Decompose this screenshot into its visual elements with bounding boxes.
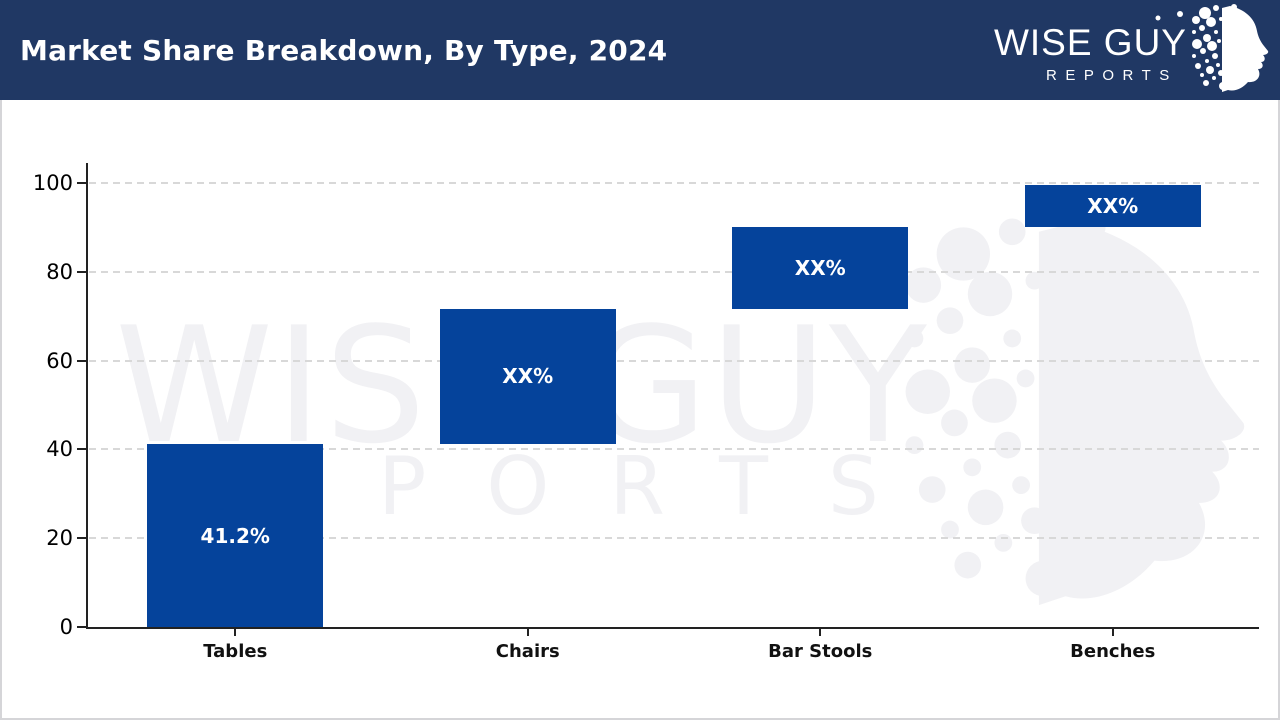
waterfall-chart: 41.2% Tables XX% Chairs XX% Bar Stools XX% Benc…	[2, 100, 1278, 718]
gridline-60	[89, 359, 1259, 362]
bar-value-label: XX%	[502, 364, 554, 389]
y-tick-100	[77, 182, 86, 184]
logo-subtext: REPORTS	[1046, 67, 1178, 84]
x-tick-bar-stools	[819, 627, 822, 636]
y-axis-label-40: 40	[46, 437, 73, 462]
x-axis-label-tables: Tables	[203, 641, 268, 662]
gridline-100	[89, 182, 1259, 184]
y-tick-0	[77, 626, 86, 628]
bar-bar-stools: XX%	[732, 227, 909, 309]
x-axis-label-benches: Benches	[1070, 641, 1156, 662]
y-axis-label-60: 60	[46, 348, 73, 373]
bar-chairs: XX%	[439, 308, 616, 445]
bar-benches: XX%	[1024, 185, 1201, 228]
logo-head-icon	[1155, 4, 1269, 92]
chart-canvas: WISE GUY REPORTS 41.2% Tables XX% Chairs XX%…	[0, 100, 1280, 720]
gridline-40	[89, 448, 1259, 451]
bar-value-label: XX%	[794, 256, 846, 281]
x-tick-tables	[234, 627, 237, 636]
y-axis-label-80: 80	[46, 259, 73, 284]
page-title: Market Share Breakdown, By Type, 2024	[20, 34, 668, 67]
y-tick-80	[77, 270, 86, 273]
x-axis-label-bar-stools: Bar Stools	[768, 641, 873, 662]
header-bar: Market Share Breakdown, By Type, 2024 WI…	[0, 0, 1280, 100]
bar-value-label: XX%	[1087, 194, 1139, 219]
y-tick-40	[77, 448, 86, 451]
bar-value-label: 41.2%	[200, 523, 270, 548]
x-axis-line	[86, 627, 1259, 629]
gridline-80	[89, 270, 1259, 273]
x-tick-benches	[1111, 627, 1114, 636]
y-axis-label-100: 100	[32, 171, 73, 195]
x-tick-chairs	[526, 627, 529, 636]
wise-guy-reports-logo: WISE GUY REPORTS	[994, 4, 1269, 92]
bar-tables: 41.2%	[147, 444, 324, 627]
y-tick-20	[77, 537, 86, 540]
y-axis-line	[86, 163, 88, 629]
y-tick-60	[77, 359, 86, 362]
logo-wordmark: WISE GUY	[994, 22, 1187, 63]
gridline-20	[89, 537, 1259, 540]
x-axis-label-chairs: Chairs	[495, 641, 560, 662]
y-axis-label-20: 20	[46, 526, 73, 551]
y-axis-label-0: 0	[59, 615, 73, 639]
